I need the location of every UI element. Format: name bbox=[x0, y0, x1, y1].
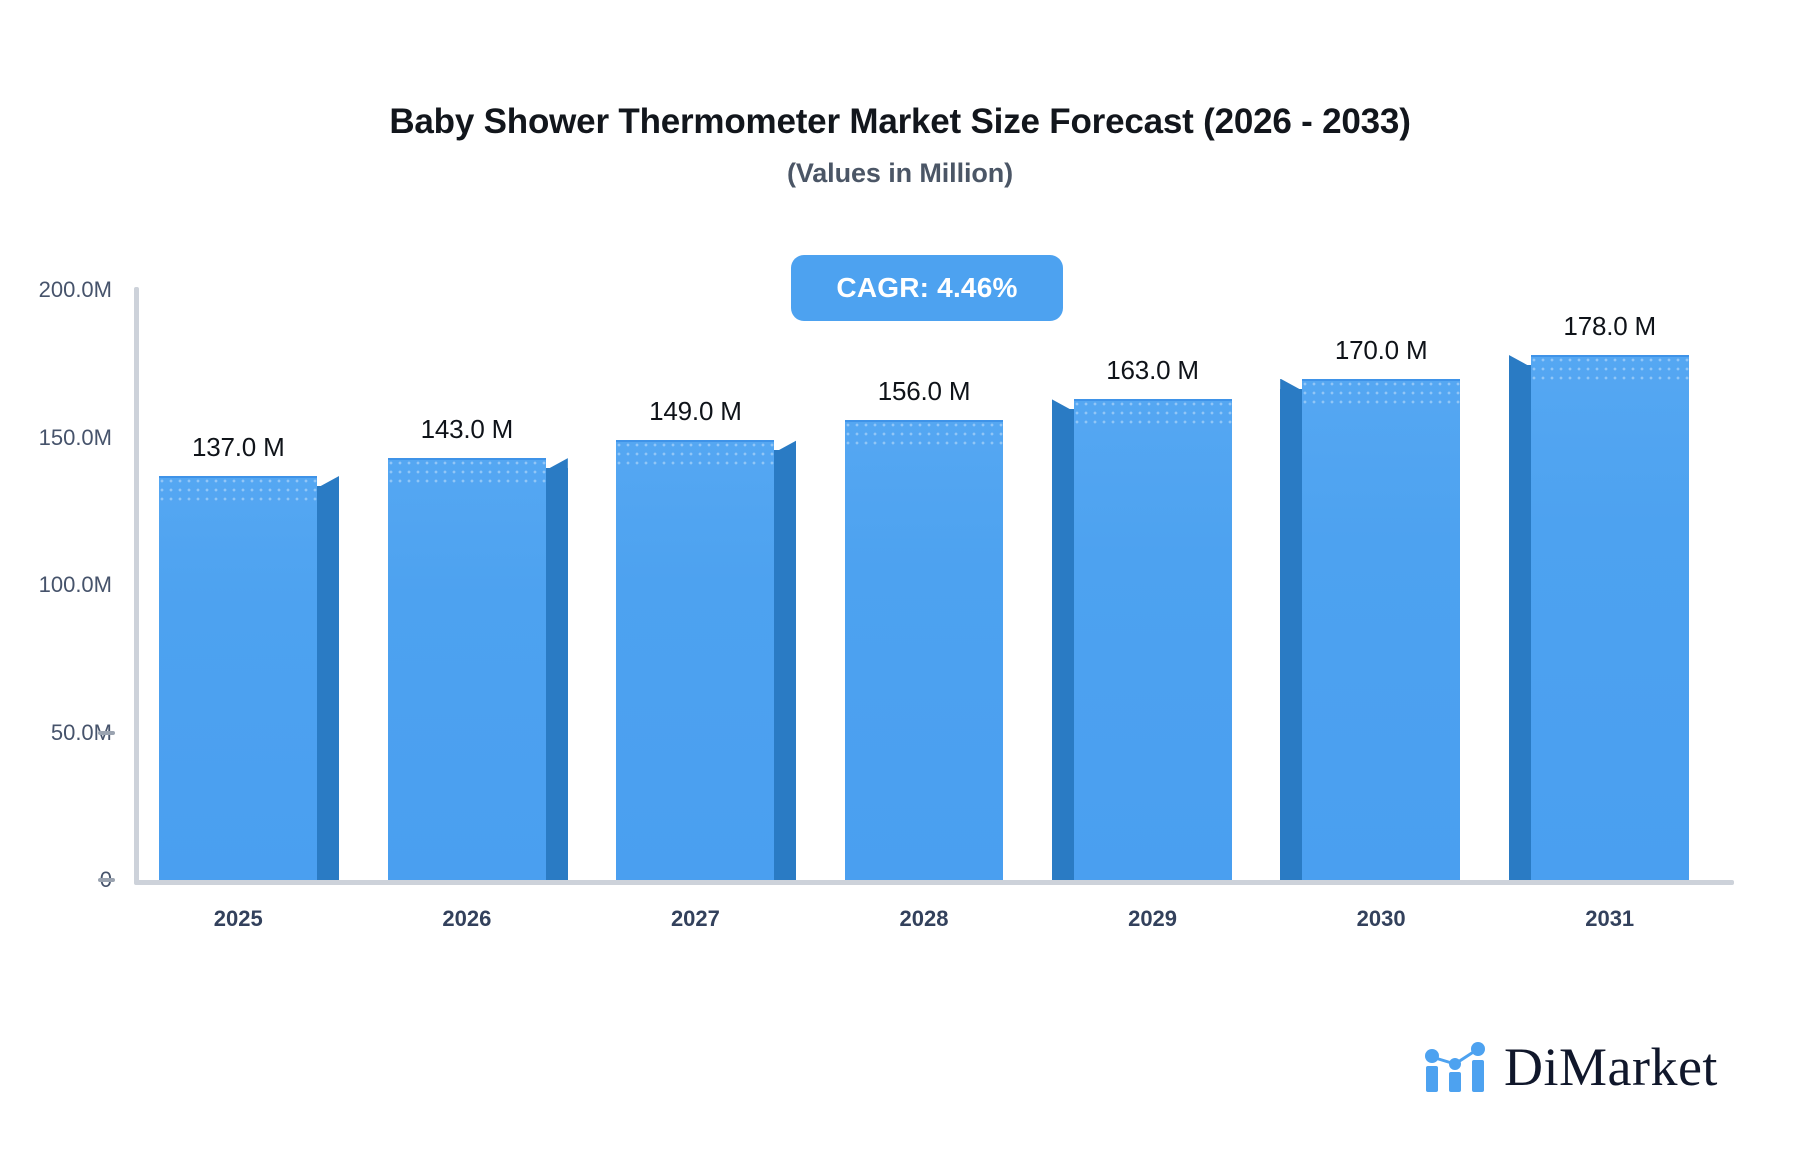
y-axis-tick-label: 150.0M bbox=[38, 424, 112, 450]
brand-logo: DiMarket bbox=[1424, 1040, 1718, 1094]
x-axis-line bbox=[134, 880, 1734, 885]
bar-value-label: 156.0 M bbox=[877, 375, 971, 406]
y-axis-tick-mark bbox=[98, 730, 115, 735]
y-axis-tick-label: 100.0M bbox=[38, 572, 112, 597]
y-axis-tick-label: 200.0M bbox=[38, 277, 112, 302]
bar-side-face bbox=[1280, 388, 1303, 880]
bar-2028[interactable] bbox=[845, 419, 1003, 880]
x-axis-tick-label: 2025 bbox=[213, 906, 263, 931]
bar-top-bevel bbox=[1508, 354, 1531, 367]
x-axis-tick-label: 2029 bbox=[1128, 906, 1178, 931]
x-axis-tick-label: 2026 bbox=[442, 906, 492, 931]
bar-top-bevel bbox=[1051, 399, 1074, 412]
bar-side-face bbox=[317, 485, 340, 880]
bar-2026[interactable] bbox=[387, 458, 568, 880]
x-axis-tick-label: 2027 bbox=[670, 906, 720, 931]
bar-value-label: 143.0 M bbox=[420, 414, 514, 445]
y-axis-tick-label: 50.0M bbox=[50, 719, 112, 745]
bar-value-label: 149.0 M bbox=[649, 396, 742, 427]
brand-name: DiMarket bbox=[1504, 1037, 1718, 1097]
bar-front-face bbox=[1530, 354, 1689, 880]
bar-2029[interactable] bbox=[1051, 399, 1232, 880]
y-axis-line bbox=[134, 287, 139, 883]
y-axis-tick-mark bbox=[98, 878, 115, 882]
bar-top-bevel bbox=[1280, 378, 1303, 391]
bar-front-face bbox=[616, 440, 775, 880]
bar-value-label: 137.0 M bbox=[192, 431, 285, 462]
bar-2027[interactable] bbox=[616, 440, 797, 880]
bar-front-face bbox=[845, 419, 1003, 880]
bar-2031[interactable] bbox=[1508, 354, 1689, 880]
bar-top-bevel bbox=[545, 458, 568, 471]
bar-chart-icon bbox=[1425, 1042, 1485, 1092]
bar-front-face bbox=[387, 458, 546, 880]
bar-value-label: 163.0 M bbox=[1106, 355, 1199, 386]
y-axis-tick-label: 0 bbox=[0, 867, 112, 893]
bar-front-face bbox=[1073, 399, 1232, 880]
bar-2025[interactable] bbox=[159, 475, 340, 880]
x-axis-tick-label: 2030 bbox=[1356, 906, 1406, 931]
x-axis-tick-label: 2028 bbox=[899, 906, 949, 931]
bar-value-label: 178.0 M bbox=[1563, 310, 1656, 341]
bar-side-face bbox=[545, 468, 568, 880]
bar-side-face bbox=[1508, 364, 1531, 880]
bar-top-bevel bbox=[774, 440, 797, 453]
bar-side-face bbox=[774, 450, 797, 880]
cagr-badge: CAGR: 4.46% bbox=[791, 255, 1063, 321]
x-axis-tick-label: 2031 bbox=[1585, 906, 1635, 931]
bar-top-bevel bbox=[317, 475, 340, 488]
bar-value-label: 170.0 M bbox=[1334, 334, 1428, 365]
bar-front-face bbox=[159, 475, 318, 880]
bar-front-face bbox=[1302, 378, 1461, 880]
bar-2030[interactable] bbox=[1280, 378, 1461, 880]
bar-side-face bbox=[1051, 409, 1074, 880]
